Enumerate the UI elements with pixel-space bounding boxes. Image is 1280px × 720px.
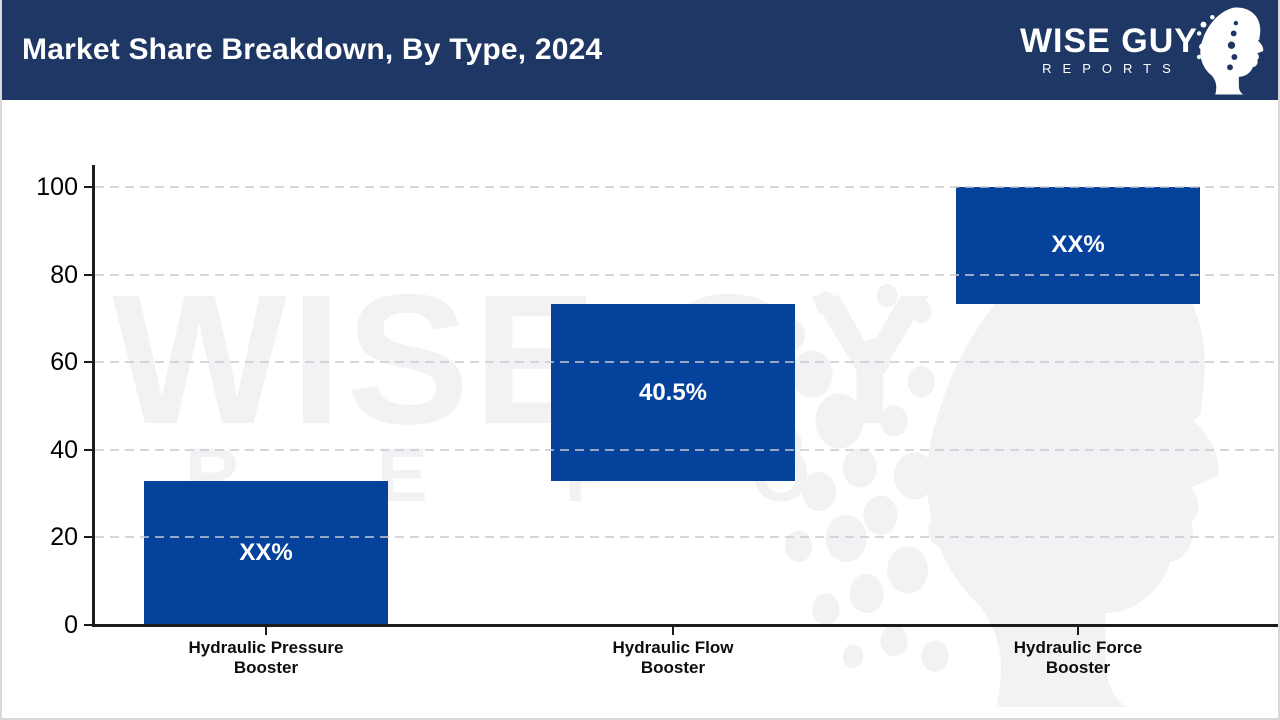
x-tick-mark xyxy=(1077,626,1079,635)
logo-text: WISE GUY REPORTS xyxy=(1019,22,1198,76)
y-tick-label: 0 xyxy=(64,611,78,639)
bar-value-label: XX% xyxy=(1051,231,1105,259)
y-tick-mark xyxy=(84,448,93,451)
x-category-label: Hydraulic Flow Booster xyxy=(543,638,803,678)
x-tick-mark xyxy=(265,626,267,635)
y-tick-mark xyxy=(84,536,93,539)
x-tick-mark xyxy=(672,626,674,635)
page-title: Market Share Breakdown, By Type, 2024 xyxy=(22,33,603,66)
y-axis-line xyxy=(92,165,95,626)
y-tick-mark xyxy=(84,186,93,188)
x-category-label-line: Hydraulic Pressure xyxy=(188,638,344,657)
gridline-40 xyxy=(95,448,1278,451)
x-axis-line xyxy=(92,624,1278,627)
y-tick-label: 100 xyxy=(36,173,78,201)
x-category-label: Hydraulic Pressure Booster xyxy=(136,638,396,678)
x-category-label-line: Hydraulic Force xyxy=(1013,638,1143,657)
logo-subtitle: REPORTS xyxy=(1042,60,1182,76)
wise-guy-logo: WISE GUY REPORTS xyxy=(1020,4,1268,96)
gridline-100 xyxy=(95,186,1278,188)
y-tick-label: 80 xyxy=(50,260,78,289)
gridline-60 xyxy=(95,361,1278,364)
logo-wordmark: WISE GUY xyxy=(1019,22,1198,61)
bar-segment xyxy=(956,187,1200,304)
x-category-label-line: Hydraulic Flow xyxy=(612,638,734,657)
bar-value-label: 40.5% xyxy=(638,378,708,406)
y-tick-label: 20 xyxy=(50,523,78,552)
y-tick-label: 40 xyxy=(50,435,78,464)
logo-face-icon xyxy=(1196,7,1264,95)
gridline-80 xyxy=(95,273,1278,276)
gridline-20 xyxy=(95,536,1278,539)
y-tick-mark xyxy=(84,361,93,364)
bar-segment xyxy=(144,481,388,625)
y-tick-mark xyxy=(84,273,93,276)
bar-segment xyxy=(551,303,795,482)
y-tick-label: 60 xyxy=(50,348,78,377)
bar-value-label: XX% xyxy=(239,539,293,567)
y-tick-mark xyxy=(84,624,93,626)
x-category-label: Hydraulic Force Booster xyxy=(948,638,1208,678)
header-bar: Market Share Breakdown, By Type, 2024 WI… xyxy=(2,0,1278,100)
x-category-label-line: Booster xyxy=(1045,658,1111,677)
x-category-label-line: Booster xyxy=(233,658,299,677)
x-category-label-line: Booster xyxy=(640,658,706,677)
